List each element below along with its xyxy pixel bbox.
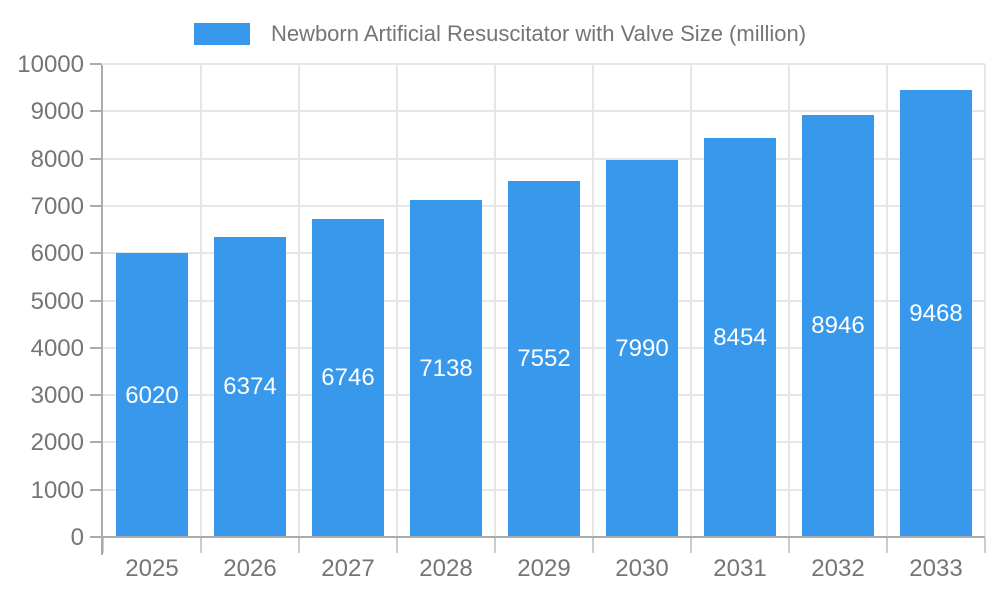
v-gridline [788,65,790,538]
y-axis-tick [90,157,102,160]
v-gridline [984,65,986,538]
x-axis-tick [886,538,888,553]
x-axis-tick [102,538,104,553]
bar-value-label: 6020 [125,381,179,409]
v-gridline [690,65,692,538]
x-tick-label: 2029 [517,555,571,582]
y-axis-tick [90,488,102,491]
x-axis-tick [690,538,692,553]
x-tick-label: 2025 [125,555,179,582]
y-axis-tick [90,63,102,65]
y-axis-tick [90,394,102,397]
h-gridline [103,157,985,160]
v-gridline [494,65,496,538]
bar-2026[interactable] [214,236,286,536]
bar-2032[interactable] [802,114,874,536]
bar-value-label: 6374 [223,373,277,401]
y-tick-label: 8000 [30,145,84,173]
bar-value-label: 9468 [909,300,963,328]
x-axis-tick [592,538,594,553]
y-tick-label: 6000 [30,240,84,268]
v-gridline [886,65,888,538]
x-tick-label: 2031 [713,555,767,582]
y-tick-label: 9000 [30,98,84,126]
y-axis-tick [90,252,102,255]
x-axis-tick [984,538,986,553]
y-axis-tick [90,536,102,538]
x-tick-label: 2027 [321,555,375,582]
x-axis-tick [396,538,398,553]
bar-2027[interactable] [312,218,384,536]
y-tick-label: 10000 [17,51,84,78]
v-gridline [298,65,300,538]
y-tick-label: 3000 [30,382,84,410]
x-axis-line [103,536,985,538]
y-tick-label: 7000 [30,192,84,220]
bar-value-label: 8946 [811,312,865,340]
x-axis-tick [494,538,496,553]
x-tick-label: 2033 [909,555,963,582]
y-tick-label: 2000 [30,429,84,457]
bar-2029[interactable] [508,180,580,536]
bar-value-label: 7138 [419,355,473,383]
bar-2028[interactable] [410,200,482,536]
bar-2033[interactable] [900,90,972,536]
bar-value-label: 8454 [713,324,767,352]
bar-value-label: 7552 [517,345,571,373]
legend-label: Newborn Artificial Resuscitator with Val… [270,21,807,46]
v-gridline [592,65,594,538]
x-axis-tick [788,538,790,553]
y-axis-tick [90,441,102,444]
h-gridline [103,110,985,113]
bar-2025[interactable] [116,253,188,536]
y-axis-tick [90,204,102,207]
y-axis-tick [90,346,102,349]
bar-2031[interactable] [704,138,776,536]
x-tick-label: 2032 [811,555,865,582]
y-tick-label: 0 [70,524,84,551]
h-gridline [103,63,985,65]
bar-value-label: 7990 [615,335,669,363]
y-tick-label: 5000 [30,287,84,315]
x-tick-label: 2026 [223,555,277,582]
x-tick-label: 2030 [615,555,669,582]
v-gridline [200,65,202,538]
y-tick-label: 1000 [30,476,84,504]
y-axis-tick [90,299,102,302]
x-axis-tick [298,538,300,553]
bar-value-label: 6746 [321,364,375,392]
bar-2030[interactable] [606,160,678,536]
y-axis-tick [90,110,102,113]
legend[interactable]: Newborn Artificial Resuscitator with Val… [0,23,1000,45]
v-gridline [396,65,398,538]
y-axis-line [101,65,103,555]
legend-swatch [193,23,250,45]
x-tick-label: 2028 [419,555,473,582]
y-tick-label: 4000 [30,334,84,362]
x-axis-tick [200,538,202,553]
